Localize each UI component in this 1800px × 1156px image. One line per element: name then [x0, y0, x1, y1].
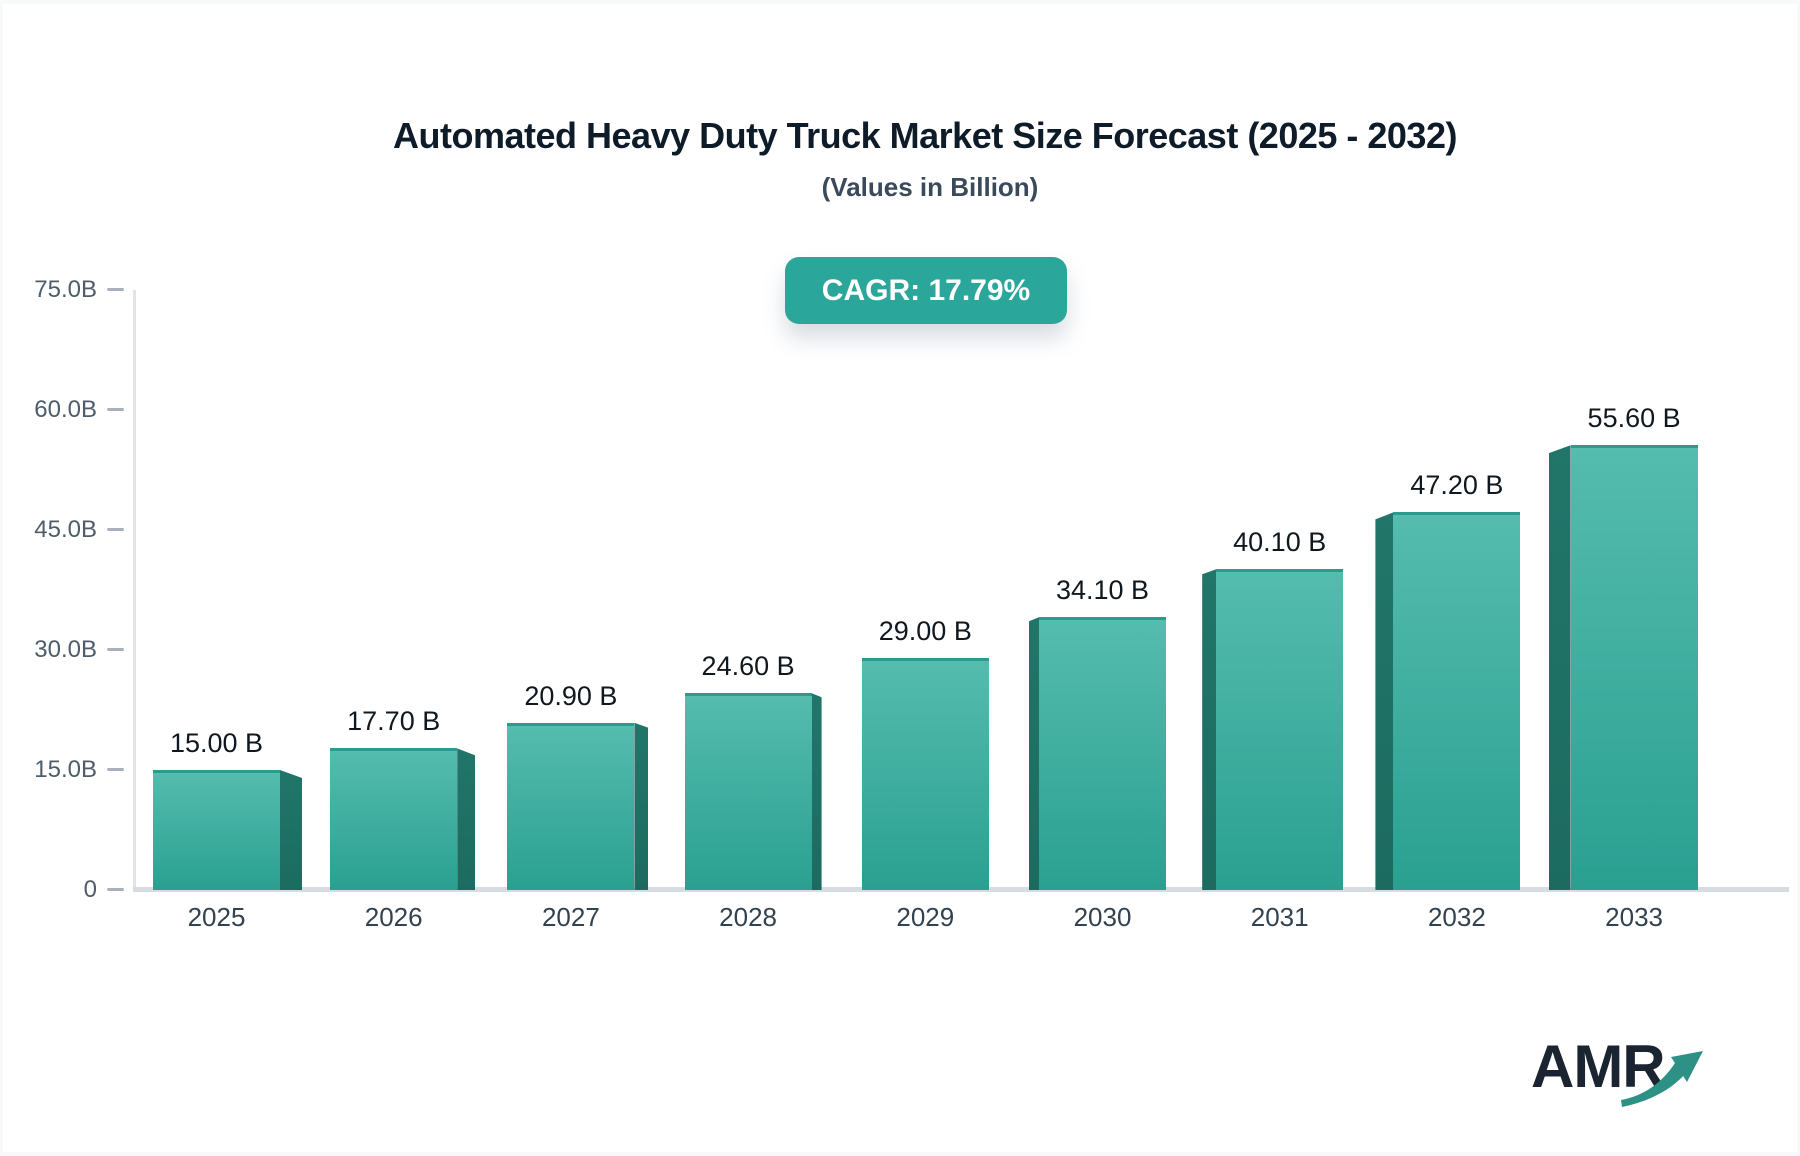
- bar-2030: [1039, 617, 1166, 890]
- y-axis-tick-mark: [107, 648, 124, 651]
- x-axis-label: 2027: [541, 902, 600, 932]
- y-axis-tick-mark: [107, 888, 124, 891]
- x-axis-label: 2033: [1605, 902, 1664, 932]
- x-axis-label: 2032: [1427, 902, 1486, 932]
- y-axis-tick-mark: [107, 768, 124, 771]
- bar-side-face-2025: [280, 770, 302, 890]
- bar-2026: [330, 748, 458, 890]
- chart-title: Automated Heavy Duty Truck Market Size F…: [393, 115, 1457, 156]
- x-axis-label: 2029: [896, 902, 955, 932]
- chart-subtitle: (Values in Billion): [821, 172, 1039, 202]
- bar-value-label: 24.60 B: [701, 651, 795, 682]
- bar-value-label: 20.90 B: [524, 680, 618, 711]
- arrow-head: [1671, 1051, 1703, 1082]
- y-axis-tick-mark: [107, 288, 124, 291]
- amr-logo-text: AMR: [1531, 1033, 1666, 1100]
- x-axis-label: 2028: [719, 902, 778, 932]
- bar-side-face-2030: [1029, 617, 1039, 890]
- bar-side-face-2032: [1375, 512, 1394, 890]
- y-axis-tick-label: 15.0B: [34, 756, 97, 783]
- y-axis-tick-label: 60.0B: [34, 396, 97, 423]
- bar-side-face-2027: [634, 722, 649, 890]
- y-axis-tick-label: 75.0B: [34, 276, 97, 303]
- bar-value-label: 55.60 B: [1587, 403, 1681, 434]
- bar-side-face-2026: [457, 748, 476, 890]
- bar-chart: 75.0B 60.0B 45.0B 30.0B 15.0B 0 15.00 B 2025 17.…: [3, 276, 1800, 950]
- bar-2029: [861, 658, 989, 890]
- bar-2033: [1570, 445, 1698, 890]
- y-axis-tick-label: 30.0B: [34, 636, 97, 663]
- bar-side-face-2031: [1202, 569, 1217, 890]
- bar-side-face-2028: [811, 693, 822, 890]
- bar-2027: [507, 722, 635, 890]
- y-axis-tick-mark: [107, 528, 124, 531]
- x-axis-label: 2025: [187, 902, 246, 932]
- bar-value-label: 15.00 B: [169, 728, 264, 758]
- arrow-tail: [1621, 1063, 1685, 1107]
- y-axis-line: [133, 290, 136, 890]
- y-axis-tick-mark: [107, 408, 124, 411]
- bar-value-label: 40.10 B: [1233, 527, 1327, 558]
- bar-value-label: 34.10 B: [1055, 575, 1150, 606]
- y-axis-tick-label: 0: [83, 876, 97, 903]
- growth-arrow-icon: [1621, 1051, 1703, 1107]
- chart-card: Automated Heavy Duty Truck Market Size F…: [3, 4, 1797, 1152]
- x-axis-label: 2026: [364, 902, 423, 932]
- bar-value-label: 17.70 B: [347, 706, 441, 737]
- x-axis-label: 2031: [1250, 902, 1309, 932]
- amr-logo: AMR: [1531, 1034, 1751, 1144]
- bar-side-face-2033: [1548, 445, 1571, 890]
- x-axis-label: 2030: [1073, 902, 1132, 932]
- y-axis-tick-label: 45.0B: [34, 516, 97, 543]
- bar-2032: [1393, 512, 1521, 890]
- bar-2031: [1216, 569, 1344, 890]
- cagr-badge: CAGR: 17.79%: [785, 257, 1067, 324]
- bar-value-label: 29.00 B: [878, 616, 972, 646]
- bar-value-label: 47.20 B: [1410, 470, 1504, 501]
- bar-2025: [153, 770, 280, 890]
- bar-2028: [684, 693, 812, 890]
